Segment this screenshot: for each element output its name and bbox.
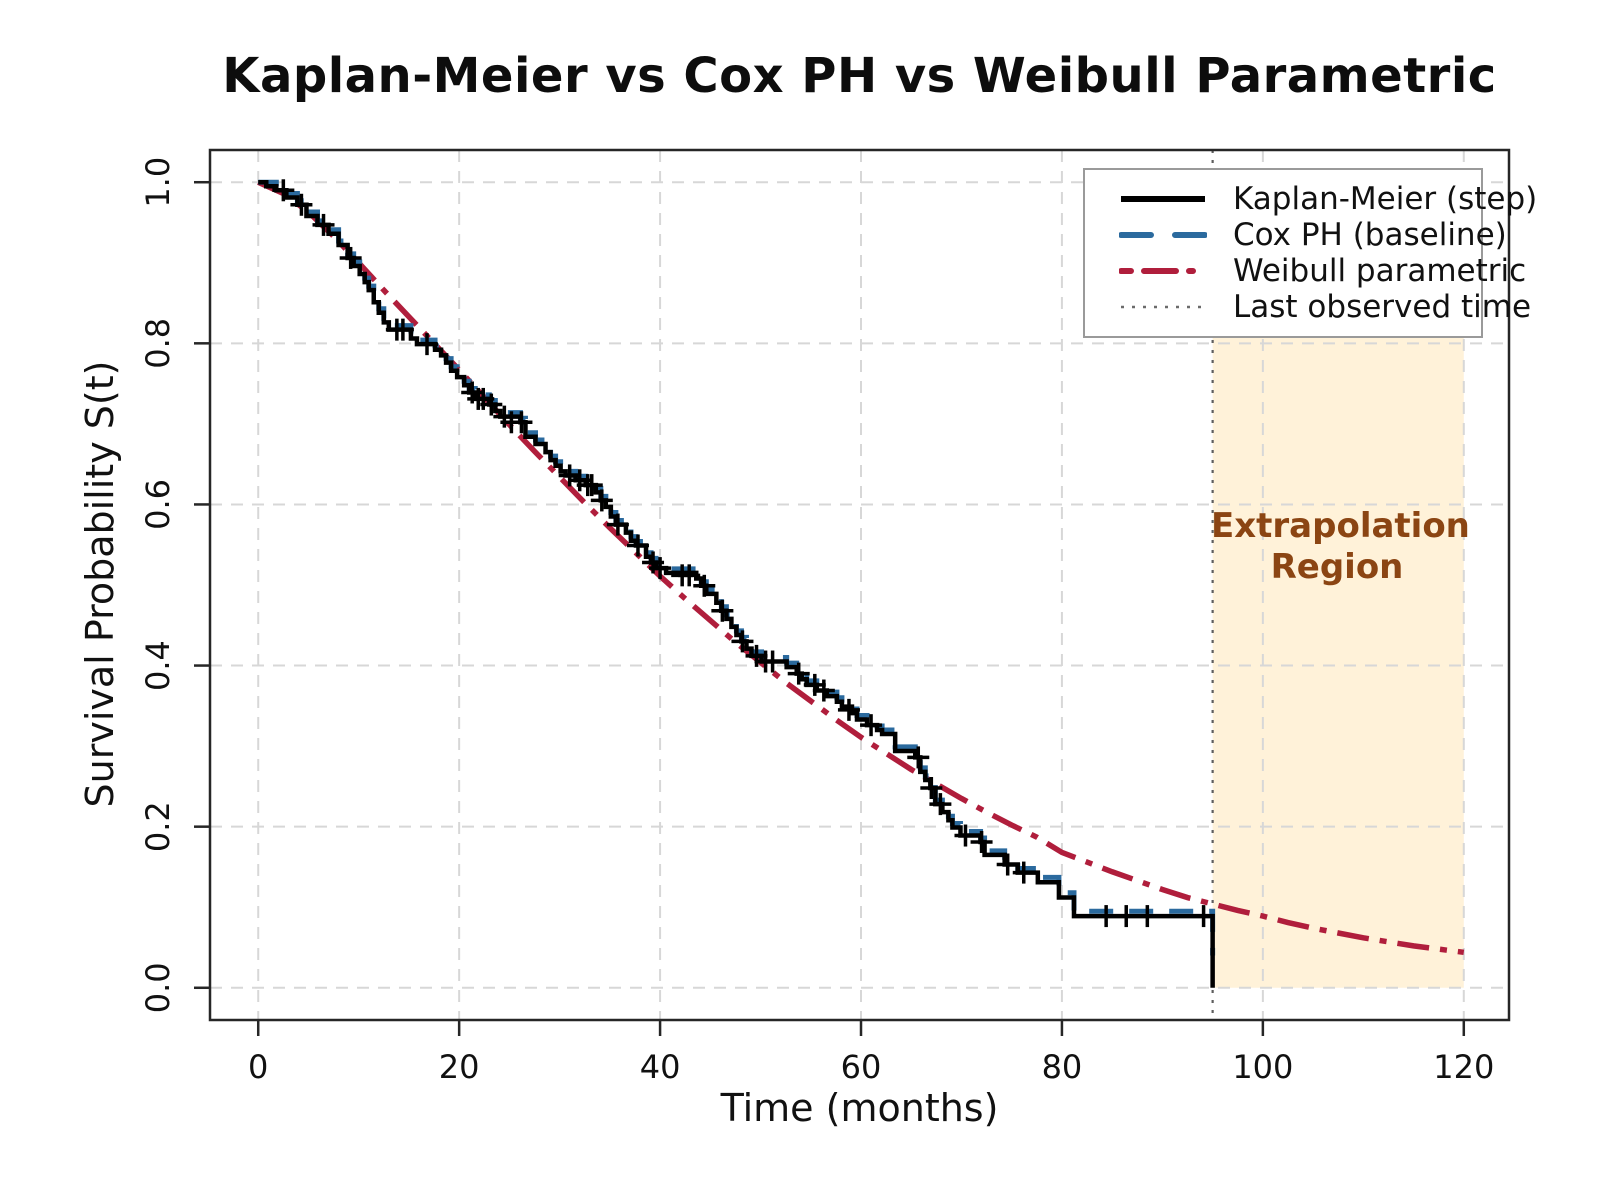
series-weibull-parametric <box>257 179 1465 956</box>
legend-label: Kaplan-Meier (step) <box>1233 181 1538 217</box>
chart-title: Kaplan-Meier vs Cox PH vs Weibull Parame… <box>222 48 1497 104</box>
legend-label: Cox PH (baseline) <box>1233 217 1507 253</box>
extrapolation-label-line2: Region <box>1270 547 1404 587</box>
y-tick-label: 0.8 <box>139 318 177 369</box>
x-tick-label: 60 <box>841 1048 882 1086</box>
y-tick-label: 0.6 <box>139 479 177 530</box>
x-tick-label: 100 <box>1232 1048 1293 1086</box>
y-axis-title: Survival Probability S(t) <box>78 360 122 808</box>
legend-box: Kaplan-Meier (step) Cox PH (baseline) We… <box>1083 168 1537 338</box>
x-axis-title: Time (months) <box>720 1086 999 1130</box>
x-tick-label: 0 <box>248 1048 268 1086</box>
solid-line-icon <box>1121 196 1205 202</box>
legend-label: Weibull parametric <box>1233 253 1527 289</box>
y-tick-label: 0.2 <box>139 801 177 852</box>
legend-item-cox-ph: Cox PH (baseline) <box>1119 217 1507 253</box>
x-tick-label: 20 <box>439 1048 480 1086</box>
series-kaplan-meier-step <box>258 179 1215 988</box>
extrapolation-label-line1: Extrapolation <box>1211 506 1470 546</box>
y-tick-label: 0.4 <box>139 640 177 691</box>
legend-item-last-observed: Last observed time <box>1119 289 1531 325</box>
x-tick-label: 80 <box>1042 1048 1083 1086</box>
x-tick-label: 40 <box>640 1048 681 1086</box>
dashdot-line-icon <box>1119 268 1207 274</box>
y-tick-label: 0.0 <box>139 962 177 1013</box>
dotted-line-icon <box>1121 305 1205 309</box>
series-cox-ph-baseline <box>258 179 1216 956</box>
legend-item-weibull: Weibull parametric <box>1119 253 1526 289</box>
x-tick-label: 120 <box>1433 1048 1494 1086</box>
legend-label: Last observed time <box>1233 289 1532 325</box>
y-tick-label: 1.0 <box>139 157 177 208</box>
legend-item-kaplan-meier: Kaplan-Meier (step) <box>1119 181 1537 217</box>
dashed-line-icon <box>1119 232 1207 238</box>
extrapolation-region-label: Extrapolation Region <box>1211 506 1470 588</box>
plot-border <box>208 148 1511 1022</box>
